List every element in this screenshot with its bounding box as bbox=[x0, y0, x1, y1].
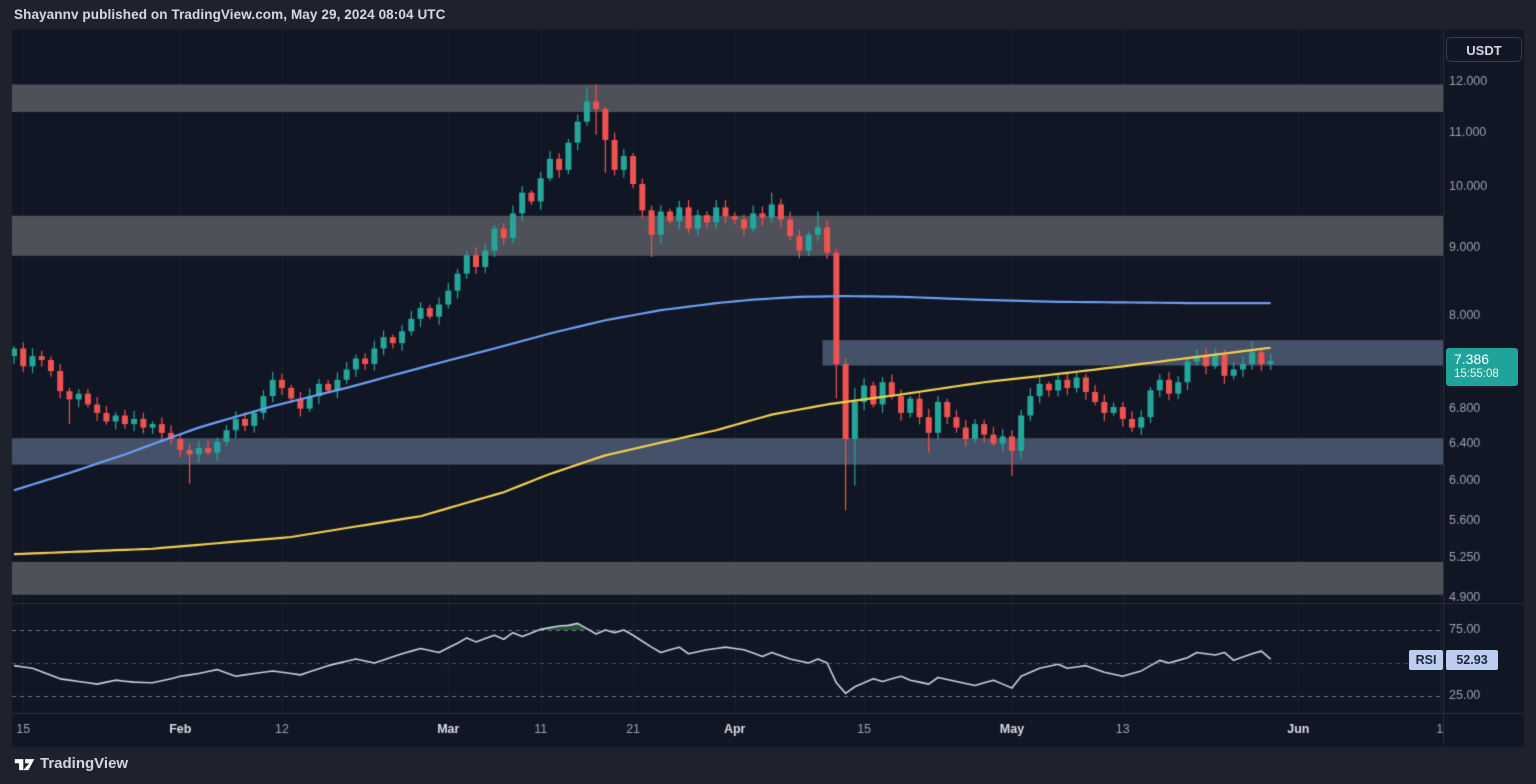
last-price-badge: 7.386 15:55:08 bbox=[1446, 348, 1518, 386]
titlebar: Shayannv published on TradingView.com, M… bbox=[0, 0, 1536, 30]
rsi-indicator-label: RSI bbox=[1409, 650, 1443, 670]
quote-currency-button[interactable]: USDT bbox=[1446, 37, 1522, 62]
publish-title: Shayannv published on TradingView.com, M… bbox=[14, 7, 446, 22]
tradingview-brand-text: TradingView bbox=[40, 755, 129, 772]
last-price-value: 7.386 bbox=[1454, 351, 1490, 367]
footer: TradingView bbox=[0, 747, 1536, 784]
candle-countdown: 15:55:08 bbox=[1454, 368, 1499, 380]
rsi-current-value-badge: 52.93 bbox=[1446, 650, 1498, 670]
tradingview-logo-icon bbox=[14, 759, 35, 771]
